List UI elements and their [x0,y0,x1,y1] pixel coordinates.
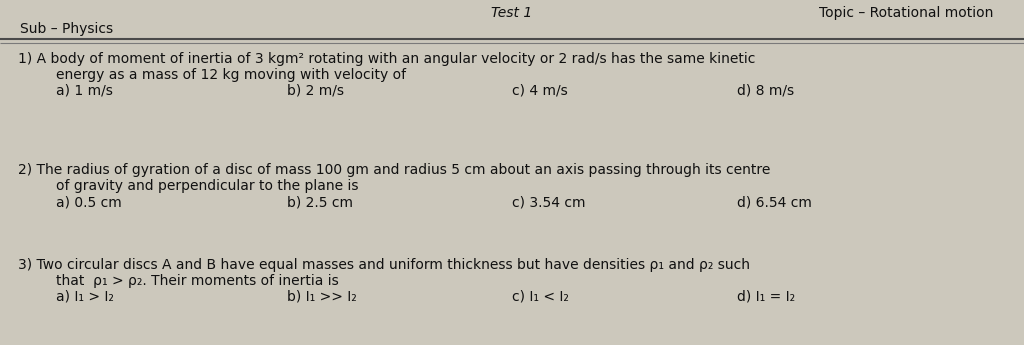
Text: d) 8 m/s: d) 8 m/s [737,84,795,98]
Text: 1) A body of moment of inertia of 3 kgm² rotating with an angular velocity or 2 : 1) A body of moment of inertia of 3 kgm²… [18,52,756,66]
Text: energy as a mass of 12 kg moving with velocity of: energy as a mass of 12 kg moving with ve… [56,68,407,82]
Text: a) 1 m/s: a) 1 m/s [56,84,114,98]
Text: c) I₁ < I₂: c) I₁ < I₂ [512,290,569,304]
Text: Topic – Rotational motion: Topic – Rotational motion [819,6,993,20]
Text: 2) The radius of gyration of a disc of mass 100 gm and radius 5 cm about an axis: 2) The radius of gyration of a disc of m… [18,163,771,177]
Text: 3) Two circular discs A and B have equal masses and uniform thickness but have d: 3) Two circular discs A and B have equal… [18,258,751,272]
Text: a) I₁ > I₂: a) I₁ > I₂ [56,290,115,304]
Text: d) 6.54 cm: d) 6.54 cm [737,195,812,209]
Text: of gravity and perpendicular to the plane is: of gravity and perpendicular to the plan… [56,179,358,193]
Text: b) I₁ >> I₂: b) I₁ >> I₂ [287,290,356,304]
Text: c) 4 m/s: c) 4 m/s [512,84,567,98]
Text: Sub – Physics: Sub – Physics [20,22,114,36]
Text: a) 0.5 cm: a) 0.5 cm [56,195,122,209]
Text: b) 2.5 cm: b) 2.5 cm [287,195,352,209]
Text: b) 2 m/s: b) 2 m/s [287,84,344,98]
Text: Test 1: Test 1 [492,6,532,20]
Text: d) I₁ = I₂: d) I₁ = I₂ [737,290,796,304]
Text: c) 3.54 cm: c) 3.54 cm [512,195,586,209]
Text: that  ρ₁ > ρ₂. Their moments of inertia is: that ρ₁ > ρ₂. Their moments of inertia i… [56,274,339,288]
